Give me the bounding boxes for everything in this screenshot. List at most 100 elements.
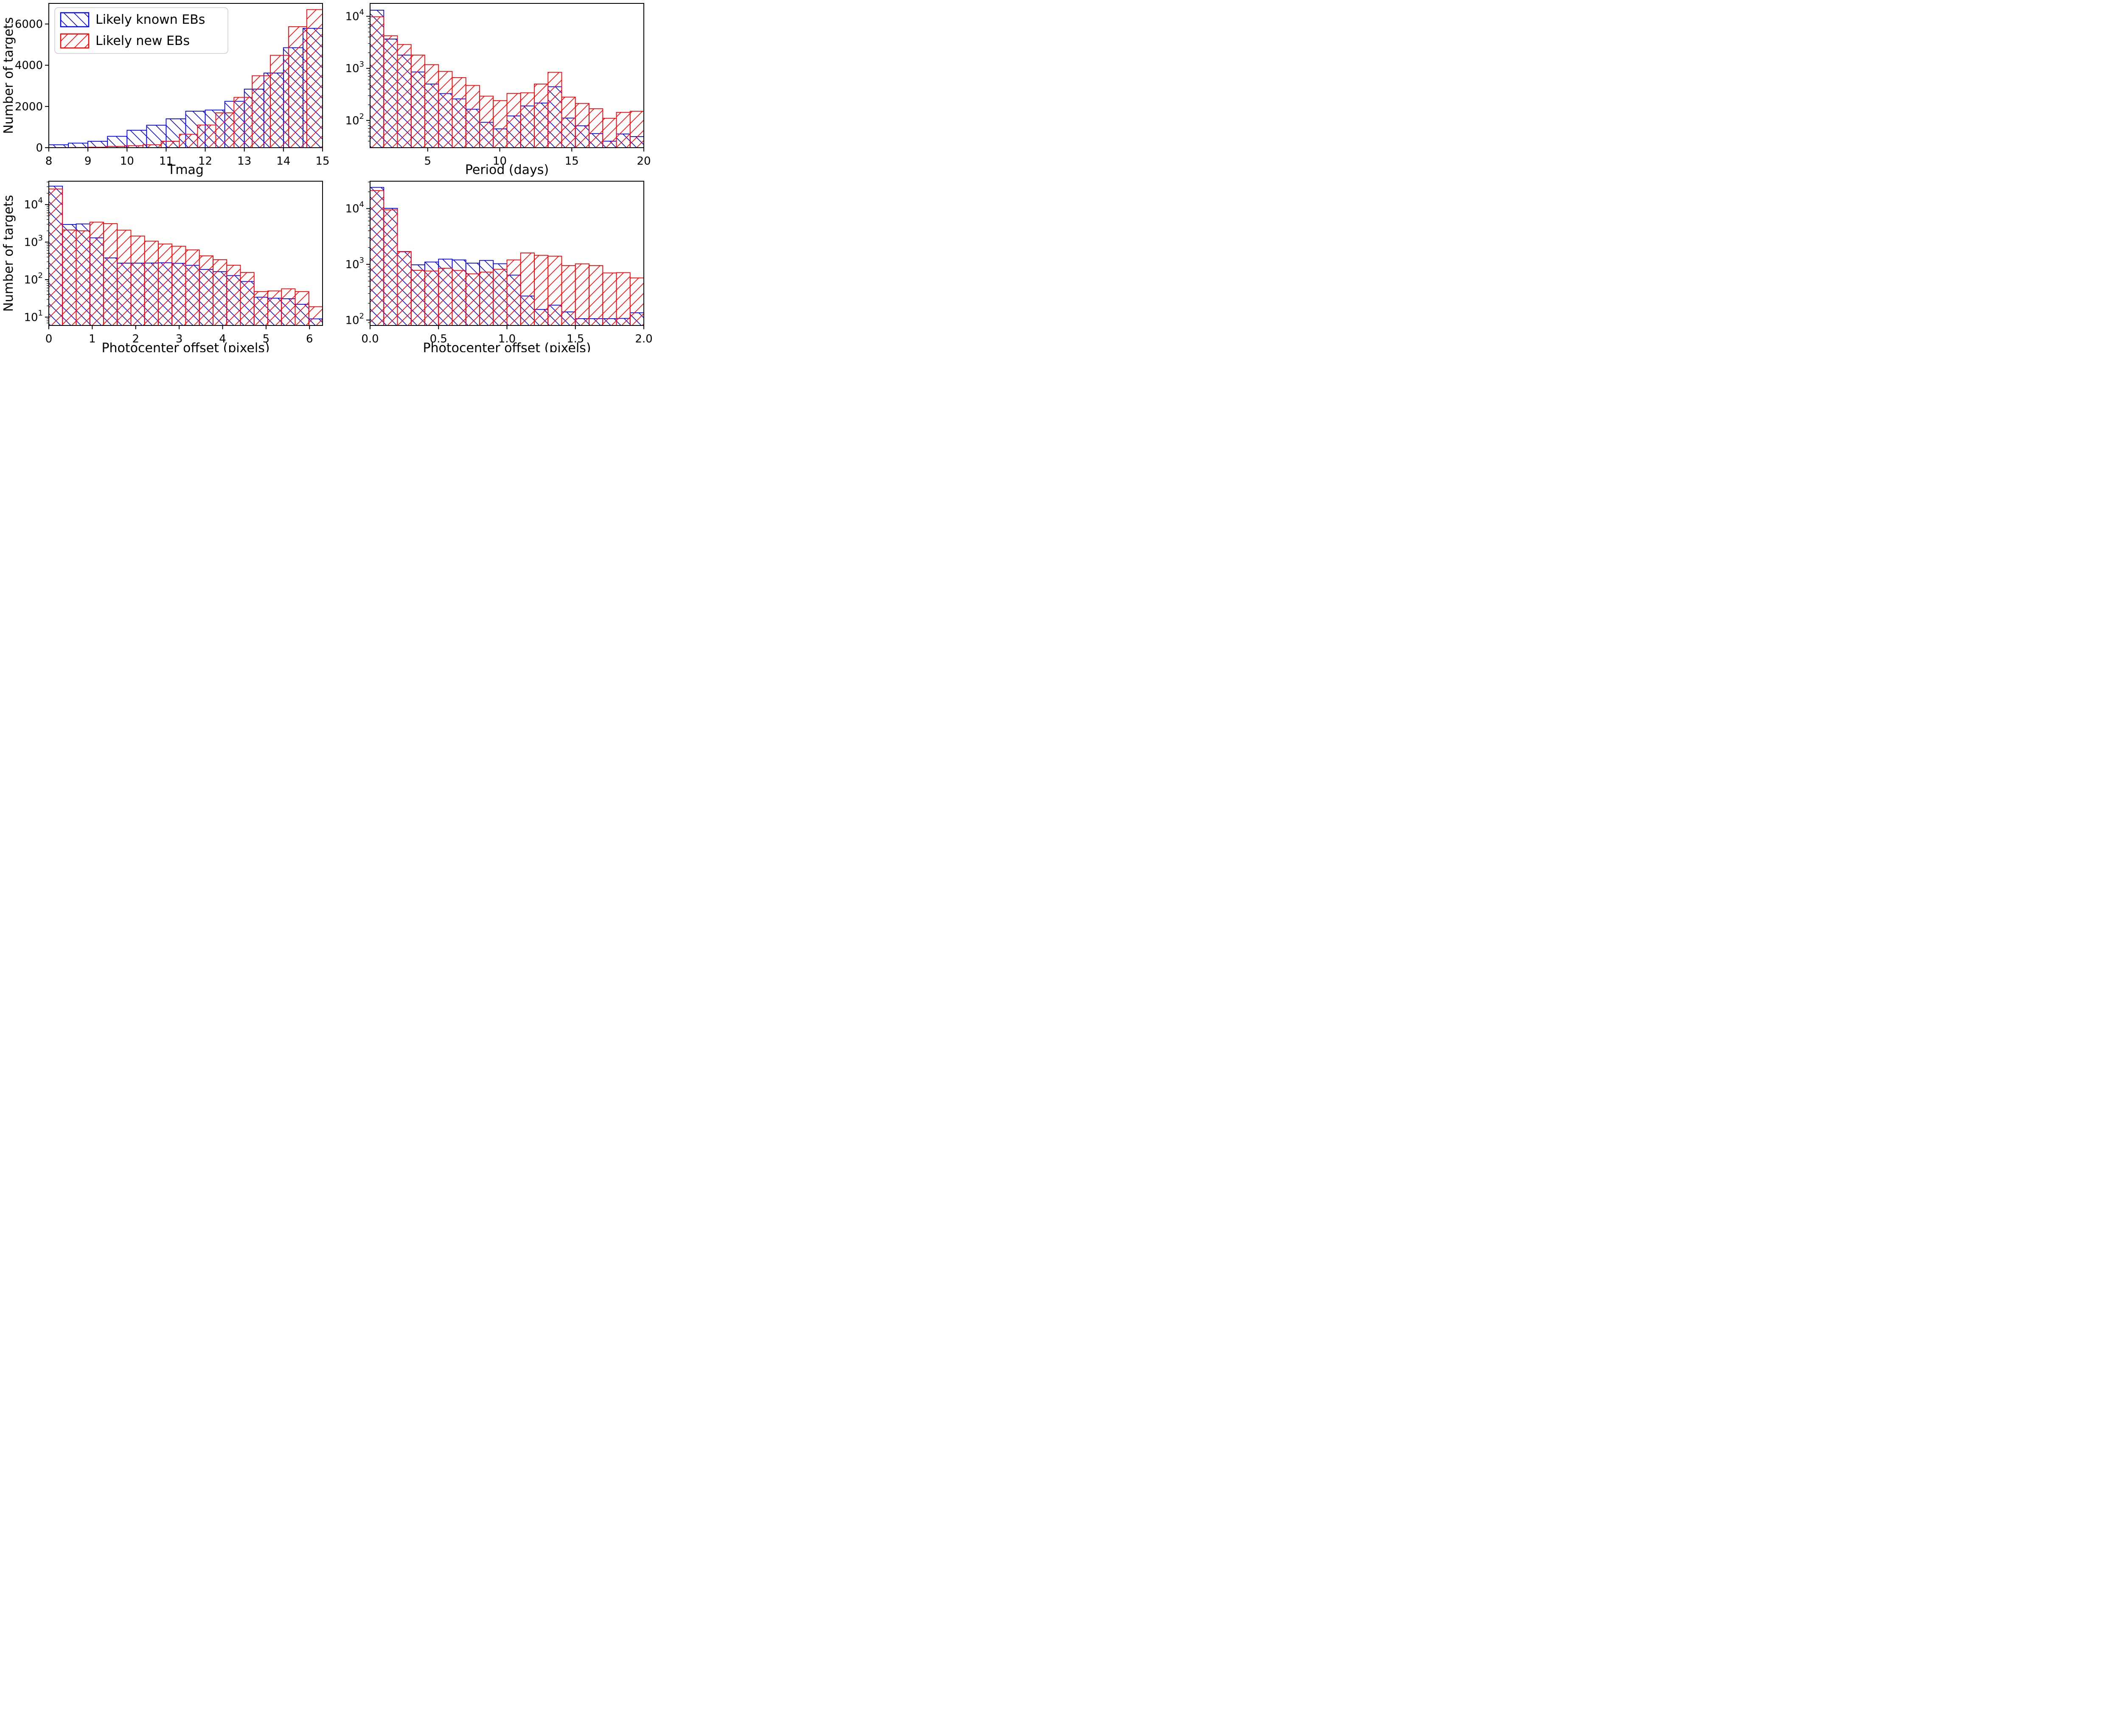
bar-new bbox=[117, 230, 132, 325]
bar-new bbox=[520, 92, 535, 148]
y-tick-label: 102 bbox=[24, 271, 43, 286]
bar-new bbox=[252, 75, 271, 148]
panel-photocenter-offset-zoom: 0.0 0.5 1.0 1.5 2.0 102 103 104 Photocenter offs… bbox=[345, 181, 653, 356]
bar-new bbox=[602, 118, 617, 148]
bar-new bbox=[397, 251, 412, 325]
bar-new bbox=[602, 272, 617, 325]
x-tick-label: 0.0 bbox=[361, 333, 379, 345]
bars-photocenter-offset-full bbox=[49, 185, 323, 325]
y-tick-label: 104 bbox=[24, 196, 43, 211]
bar-new bbox=[288, 26, 307, 148]
bar-new bbox=[233, 97, 253, 148]
x-tick-label: 15 bbox=[315, 155, 329, 168]
bar-new bbox=[438, 268, 453, 325]
bar-new bbox=[629, 278, 644, 325]
bar-new bbox=[130, 236, 145, 325]
x-axis-label: Photocenter offset (pixels) bbox=[101, 341, 269, 352]
bar-new bbox=[534, 255, 549, 325]
axes-spine bbox=[48, 3, 323, 148]
bar-new bbox=[589, 265, 603, 325]
bar-new bbox=[76, 230, 90, 325]
x-tick-label: 4 bbox=[219, 333, 226, 345]
bar-new bbox=[240, 272, 255, 325]
legend: Likely known EBs Likely new EBs bbox=[54, 7, 228, 54]
bar-new bbox=[534, 84, 549, 148]
x-tick-label: 2 bbox=[132, 333, 139, 345]
legend-box bbox=[54, 7, 228, 54]
bar-new bbox=[295, 291, 309, 325]
x-tick-label: 2.0 bbox=[635, 333, 652, 345]
bar-new bbox=[410, 54, 425, 148]
legend-swatch-known bbox=[60, 12, 90, 28]
bar-new bbox=[506, 259, 521, 325]
bar-new bbox=[308, 306, 323, 325]
y-axis-label: Number of targets bbox=[1, 195, 16, 311]
bar-new bbox=[424, 64, 439, 148]
bar-known bbox=[87, 141, 108, 148]
x-tick-label: 1.5 bbox=[567, 333, 584, 345]
bar-new bbox=[253, 291, 268, 325]
bar-new bbox=[383, 209, 398, 325]
bar-new bbox=[479, 272, 494, 325]
x-tick-label: 14 bbox=[276, 155, 290, 168]
bar-new bbox=[215, 112, 235, 148]
bar-new bbox=[306, 9, 323, 148]
y-tick-label: 104 bbox=[345, 8, 364, 23]
eb-histogram-figure: 8 9 10 11 12 13 14 15 0 2000 4000 6000 Tmag Number of… bbox=[0, 0, 654, 356]
bar-new bbox=[506, 93, 521, 148]
bar-new bbox=[397, 44, 412, 148]
bar-new bbox=[281, 288, 296, 325]
legend-swatch-new bbox=[60, 33, 90, 49]
bar-new bbox=[197, 124, 216, 148]
panel-tmag: 8 9 10 11 12 13 14 15 0 2000 4000 6000 Tmag Number of… bbox=[1, 3, 330, 177]
x-axis-label: Photocenter offset (pixels) bbox=[423, 341, 591, 352]
bar-new bbox=[171, 246, 186, 325]
bars-tmag bbox=[49, 9, 323, 148]
x-tick-label: 20 bbox=[637, 155, 651, 168]
bar-new bbox=[452, 77, 466, 148]
x-tick-label: 15 bbox=[565, 155, 579, 168]
x-tick-label: 5 bbox=[263, 333, 270, 345]
panel-photocenter-offset-full: 0 1 2 3 4 5 6 101 102 103 104 Photocenter offset (p… bbox=[1, 181, 323, 356]
x-tick-label: 13 bbox=[237, 155, 251, 168]
bar-new bbox=[370, 190, 385, 325]
bar-new bbox=[199, 255, 213, 325]
bar-new bbox=[438, 71, 453, 148]
y-tick-label: 103 bbox=[345, 256, 364, 271]
bars-photocenter-offset-zoom bbox=[370, 187, 644, 325]
bar-new bbox=[49, 188, 63, 325]
axes-spine bbox=[370, 3, 644, 148]
bar-new bbox=[370, 16, 385, 148]
y-tick-label: 0 bbox=[36, 142, 43, 154]
x-tick-label: 1.0 bbox=[498, 333, 516, 345]
y-tick-label: 102 bbox=[345, 112, 364, 127]
bar-new bbox=[103, 223, 118, 325]
x-tick-label: 3 bbox=[176, 333, 183, 345]
bar-new bbox=[179, 134, 198, 148]
bar-new bbox=[493, 269, 508, 325]
bar-new bbox=[89, 222, 104, 325]
bar-new bbox=[185, 249, 200, 325]
bar-new bbox=[142, 144, 162, 148]
bar-new bbox=[62, 230, 77, 325]
legend-label: Likely known EBs bbox=[95, 12, 205, 27]
bar-new bbox=[410, 270, 425, 325]
bar-new bbox=[589, 108, 603, 148]
bar-known bbox=[107, 136, 128, 148]
bar-new bbox=[267, 290, 282, 325]
bar-new bbox=[547, 255, 562, 325]
bar-new bbox=[629, 111, 644, 148]
bar-new bbox=[465, 273, 480, 325]
bar-new bbox=[520, 252, 535, 325]
bar-new bbox=[160, 141, 180, 148]
y-tick-label: 4000 bbox=[15, 59, 43, 72]
bar-new bbox=[616, 272, 631, 325]
x-tick-label: 10 bbox=[493, 155, 507, 168]
bar-new bbox=[561, 96, 576, 148]
bar-new bbox=[465, 85, 480, 148]
y-tick-label: 103 bbox=[24, 234, 43, 249]
bars-period bbox=[370, 10, 644, 148]
bar-new bbox=[158, 244, 173, 325]
x-tick-label: 9 bbox=[84, 155, 92, 168]
